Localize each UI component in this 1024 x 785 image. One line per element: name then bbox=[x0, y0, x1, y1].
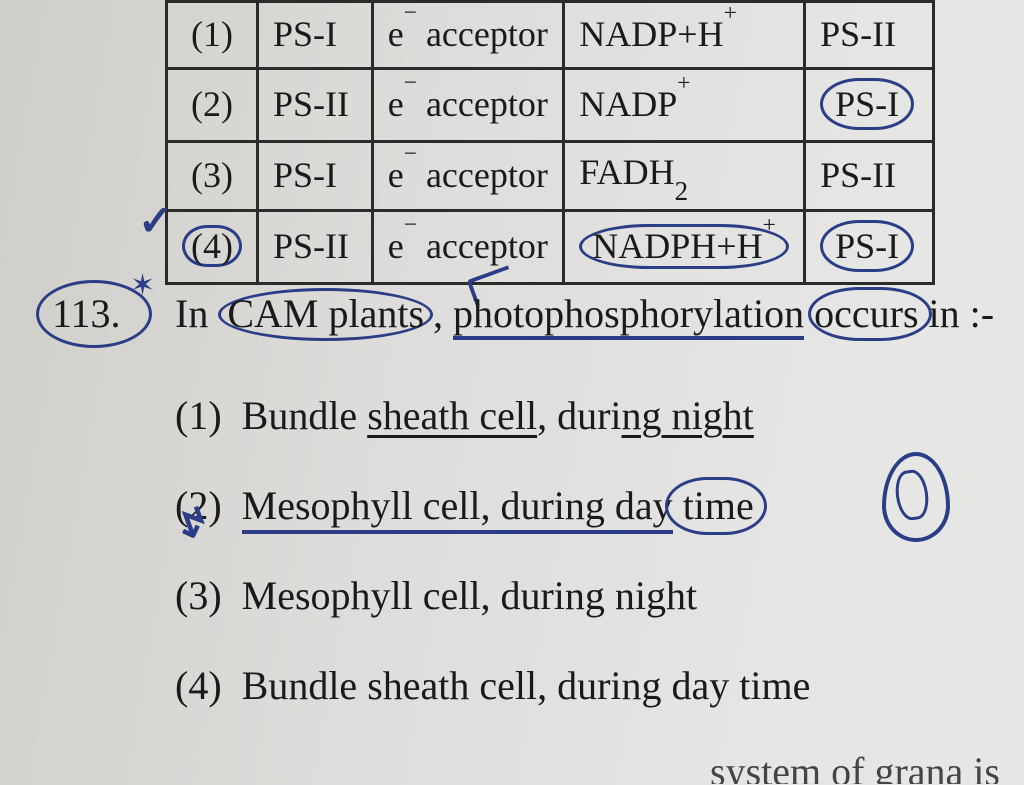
row1-c: NADP+H+ bbox=[564, 2, 805, 69]
row3-c: FADH2 bbox=[564, 142, 805, 211]
circled-nadph: NADPH+H+ bbox=[579, 224, 789, 269]
row2-c: NADP+ bbox=[564, 69, 805, 142]
row4-num: (4) bbox=[167, 211, 258, 284]
row2-num: (2) bbox=[167, 69, 258, 142]
row1-num: (1) bbox=[167, 2, 258, 69]
row3-b: e− acceptor bbox=[372, 142, 564, 211]
row4-b: e− acceptor bbox=[372, 211, 564, 284]
circled-time bbox=[665, 477, 767, 535]
row3-num: (3) bbox=[167, 142, 258, 211]
row1-a: PS-I bbox=[257, 2, 372, 69]
circled-cam-plants: CAM plants bbox=[218, 288, 433, 341]
row4-d: PS-I bbox=[805, 211, 934, 284]
circled-occurs bbox=[808, 287, 932, 341]
row2-d: PS-I bbox=[805, 69, 934, 142]
underline-photophos: photophosphorylation bbox=[453, 291, 804, 340]
cutoff-text: system of grana is bbox=[40, 748, 1000, 784]
option-1: (1) Bundle sheath cell, during night bbox=[175, 392, 754, 439]
page: (1) PS-I e− acceptor NADP+H+ PS-II (2) P… bbox=[0, 0, 1024, 785]
row2-b: e− acceptor bbox=[372, 69, 564, 142]
table-row: (4) PS-II e− acceptor NADPH+H+ PS-I bbox=[167, 211, 934, 284]
question-number: 113. bbox=[52, 290, 121, 337]
option-4: (4) Bundle sheath cell, during day time bbox=[175, 662, 810, 709]
circled-answer-psi-row4: PS-I bbox=[820, 220, 914, 272]
row2-a: PS-II bbox=[257, 69, 372, 142]
row1-b: e− acceptor bbox=[372, 2, 564, 69]
question-text: In CAM plants, photophosphorylation occu… bbox=[175, 290, 995, 337]
row3-a: PS-I bbox=[257, 142, 372, 211]
checkmark-icon: ✓ bbox=[138, 196, 173, 246]
options-table: (1) PS-I e− acceptor NADP+H+ PS-II (2) P… bbox=[165, 0, 935, 285]
option-2: (2) Mesophyll cell, during day time bbox=[175, 482, 754, 529]
option-3: (3) Mesophyll cell, during night bbox=[175, 572, 697, 619]
question-number-circle bbox=[36, 280, 152, 348]
row4-a: PS-II bbox=[257, 211, 372, 284]
table-row: (2) PS-II e− acceptor NADP+ PS-I bbox=[167, 69, 934, 142]
row3-d: PS-II bbox=[805, 142, 934, 211]
row1-d: PS-II bbox=[805, 2, 934, 69]
row4-c: NADPH+H+ bbox=[564, 211, 805, 284]
table-row: (3) PS-I e− acceptor FADH2 PS-II bbox=[167, 142, 934, 211]
circled-answer-psi: PS-I bbox=[820, 78, 914, 130]
table-row: (1) PS-I e− acceptor NADP+H+ PS-II bbox=[167, 2, 934, 69]
